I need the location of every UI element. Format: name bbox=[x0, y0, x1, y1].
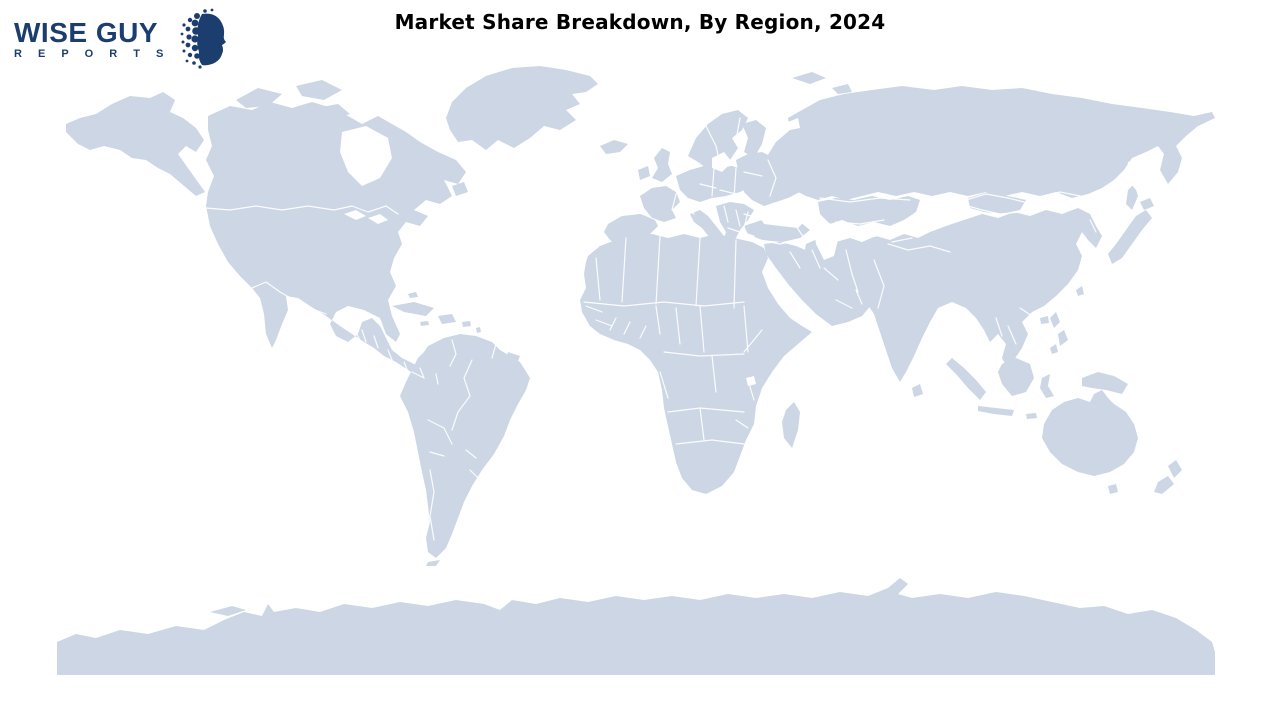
logo-wordmark: WISE GUY bbox=[14, 16, 159, 48]
logo-text: WISE GUY R E P O R T S bbox=[14, 16, 170, 60]
logo-subtitle: R E P O R T S bbox=[14, 47, 170, 60]
region-asia-middle-east bbox=[744, 192, 1154, 419]
country-borders bbox=[205, 117, 1097, 541]
logo: WISE GUY R E P O R T S bbox=[14, 8, 230, 70]
region-africa bbox=[580, 234, 812, 494]
region-antarctica bbox=[57, 578, 1215, 675]
region-europe-cis bbox=[600, 72, 1215, 262]
sea-cutouts bbox=[340, 118, 1158, 386]
logo-head-icon bbox=[180, 8, 226, 69]
region-oceania bbox=[1042, 390, 1182, 494]
region-north-america bbox=[66, 66, 598, 388]
page-title: Market Share Breakdown, By Region, 2024 bbox=[394, 10, 886, 34]
